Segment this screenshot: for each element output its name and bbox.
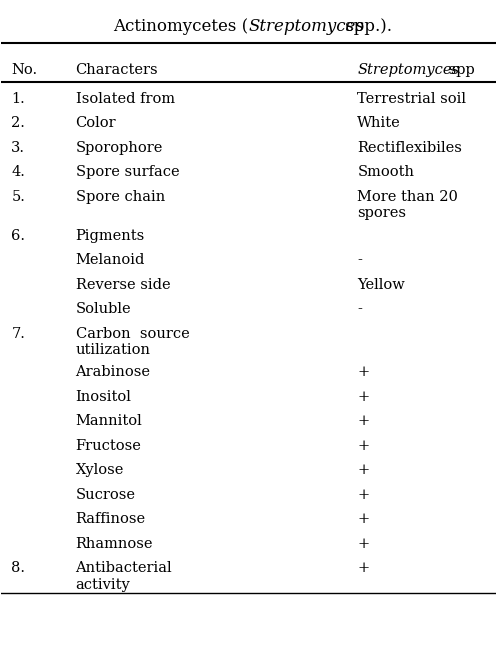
Text: Streptomyces: Streptomyces xyxy=(357,63,459,76)
Text: Antibacterial
activity: Antibacterial activity xyxy=(76,561,172,592)
Text: Raffinose: Raffinose xyxy=(76,513,145,526)
Text: Carbon  source
utilization: Carbon source utilization xyxy=(76,327,189,357)
Text: Terrestrial soil: Terrestrial soil xyxy=(357,92,466,106)
Text: +: + xyxy=(357,561,370,575)
Text: Smooth: Smooth xyxy=(357,165,414,179)
Text: 6.: 6. xyxy=(11,229,25,242)
Text: Yellow: Yellow xyxy=(357,277,405,292)
Text: Inositol: Inositol xyxy=(76,390,131,404)
Text: +: + xyxy=(357,488,370,502)
Text: -: - xyxy=(357,302,362,316)
Text: Isolated from: Isolated from xyxy=(76,92,175,106)
Text: Sucrose: Sucrose xyxy=(76,488,135,502)
Text: +: + xyxy=(357,365,370,379)
Text: Pigments: Pigments xyxy=(76,229,145,242)
Text: Reverse side: Reverse side xyxy=(76,277,170,292)
Text: Arabinose: Arabinose xyxy=(76,365,150,379)
Text: +: + xyxy=(357,439,370,453)
Text: +: + xyxy=(357,537,370,551)
Text: Actinomycetes (: Actinomycetes ( xyxy=(114,17,249,34)
Text: Rectiflexibiles: Rectiflexibiles xyxy=(357,141,462,155)
Text: More than 20
spores: More than 20 spores xyxy=(357,190,458,220)
Text: +: + xyxy=(357,390,370,404)
Text: spp: spp xyxy=(444,63,475,76)
Text: 8.: 8. xyxy=(11,561,25,575)
Text: +: + xyxy=(357,513,370,526)
Text: spp.).: spp.). xyxy=(340,17,392,34)
Text: 7.: 7. xyxy=(11,327,25,341)
Text: Color: Color xyxy=(76,116,116,130)
Text: +: + xyxy=(357,414,370,428)
Text: 5.: 5. xyxy=(11,190,25,203)
Text: Soluble: Soluble xyxy=(76,302,131,316)
Text: Characters: Characters xyxy=(76,63,158,76)
Text: 2.: 2. xyxy=(11,116,25,130)
Text: 1.: 1. xyxy=(11,92,25,106)
Text: +: + xyxy=(357,463,370,478)
Text: Melanoid: Melanoid xyxy=(76,253,145,267)
Text: Fructose: Fructose xyxy=(76,439,141,453)
Text: Sporophore: Sporophore xyxy=(76,141,163,155)
Text: 3.: 3. xyxy=(11,141,25,155)
Text: 4.: 4. xyxy=(11,165,25,179)
Text: White: White xyxy=(357,116,401,130)
Text: Rhamnose: Rhamnose xyxy=(76,537,153,551)
Text: No.: No. xyxy=(11,63,37,76)
Text: Mannitol: Mannitol xyxy=(76,414,142,428)
Text: Spore surface: Spore surface xyxy=(76,165,179,179)
Text: Spore chain: Spore chain xyxy=(76,190,165,203)
Text: Xylose: Xylose xyxy=(76,463,124,478)
Text: -: - xyxy=(357,253,362,267)
Text: Streptomyces: Streptomyces xyxy=(249,17,365,34)
